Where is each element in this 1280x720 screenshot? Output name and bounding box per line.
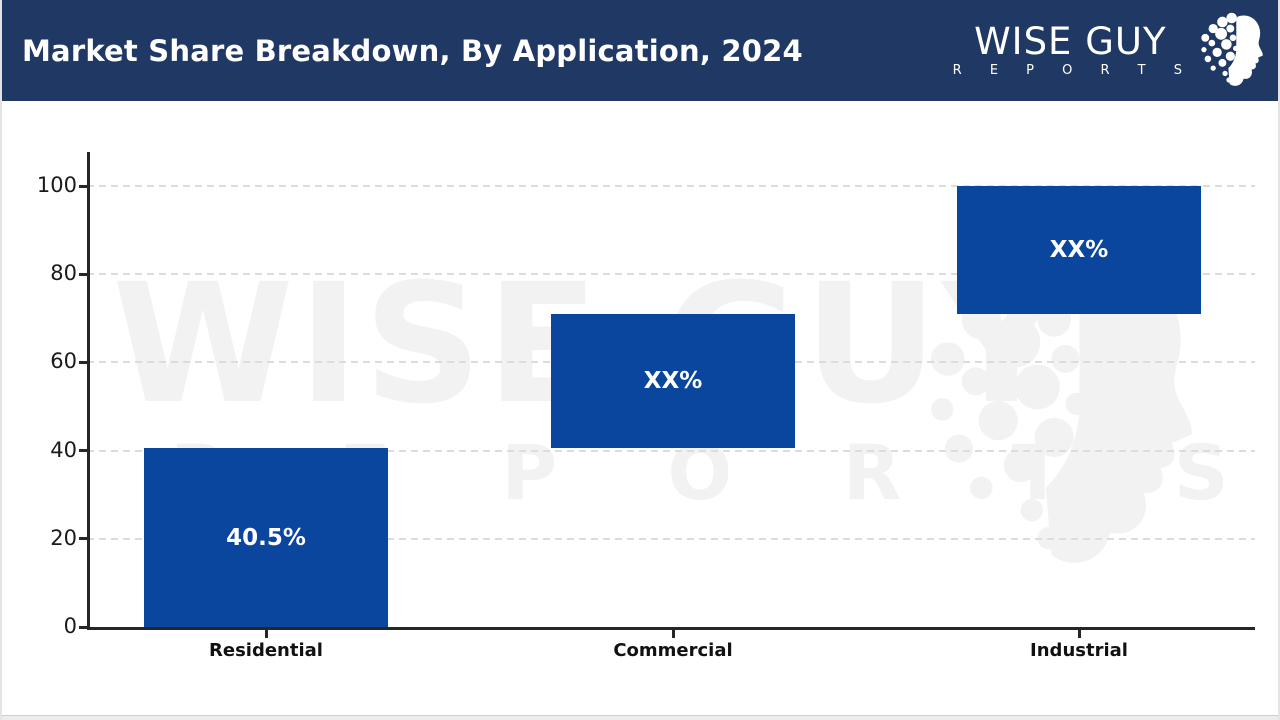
x-axis bbox=[87, 627, 1255, 630]
y-tick-100 bbox=[79, 184, 87, 188]
x-tick-industrial bbox=[1077, 630, 1081, 638]
y-tick-40 bbox=[79, 449, 87, 453]
brand-logo: WISE GUY R E P O R T S bbox=[947, 9, 1264, 93]
y-tick-label-80: 80 bbox=[50, 261, 77, 286]
y-tick-label-100: 100 bbox=[36, 173, 77, 197]
footer-strip bbox=[2, 715, 1278, 720]
y-tick-label-0: 0 bbox=[63, 614, 77, 638]
bar-value-label: 40.5% bbox=[226, 524, 306, 551]
y-tick-20 bbox=[79, 537, 87, 541]
brand-name: WISE GUY bbox=[974, 19, 1167, 63]
y-axis bbox=[87, 152, 90, 629]
bar-residential: 40.5% bbox=[144, 448, 388, 627]
bar-commercial: XX% bbox=[551, 313, 795, 449]
x-tick-commercial bbox=[671, 630, 675, 638]
bar-industrial: XX% bbox=[957, 186, 1201, 314]
gridline-100 bbox=[87, 185, 1255, 187]
x-category-label: Residential bbox=[209, 640, 323, 661]
x-tick-residential bbox=[264, 630, 268, 638]
x-category-label: Industrial bbox=[1030, 640, 1128, 661]
y-tick-label-20: 20 bbox=[50, 525, 77, 550]
y-tick-80 bbox=[79, 272, 87, 276]
brand-logo-text: WISE GUY R E P O R T S bbox=[947, 19, 1194, 79]
header-bar: Market Share Breakdown, By Application, … bbox=[2, 0, 1278, 101]
x-category-label: Commercial bbox=[613, 640, 733, 661]
chart-title: Market Share Breakdown, By Application, … bbox=[22, 33, 803, 68]
y-tick-label-40: 40 bbox=[50, 437, 77, 462]
bar-value-label: XX% bbox=[1049, 236, 1109, 263]
gridline-40 bbox=[87, 449, 1255, 452]
brand-subname: R E P O R T S bbox=[952, 63, 1194, 79]
y-tick-0 bbox=[79, 625, 87, 629]
y-tick-label-60: 60 bbox=[50, 349, 77, 374]
gridline-20 bbox=[87, 537, 1255, 540]
y-tick-60 bbox=[79, 360, 87, 364]
bar-value-label: XX% bbox=[643, 368, 703, 395]
gridline-80 bbox=[87, 273, 1255, 276]
